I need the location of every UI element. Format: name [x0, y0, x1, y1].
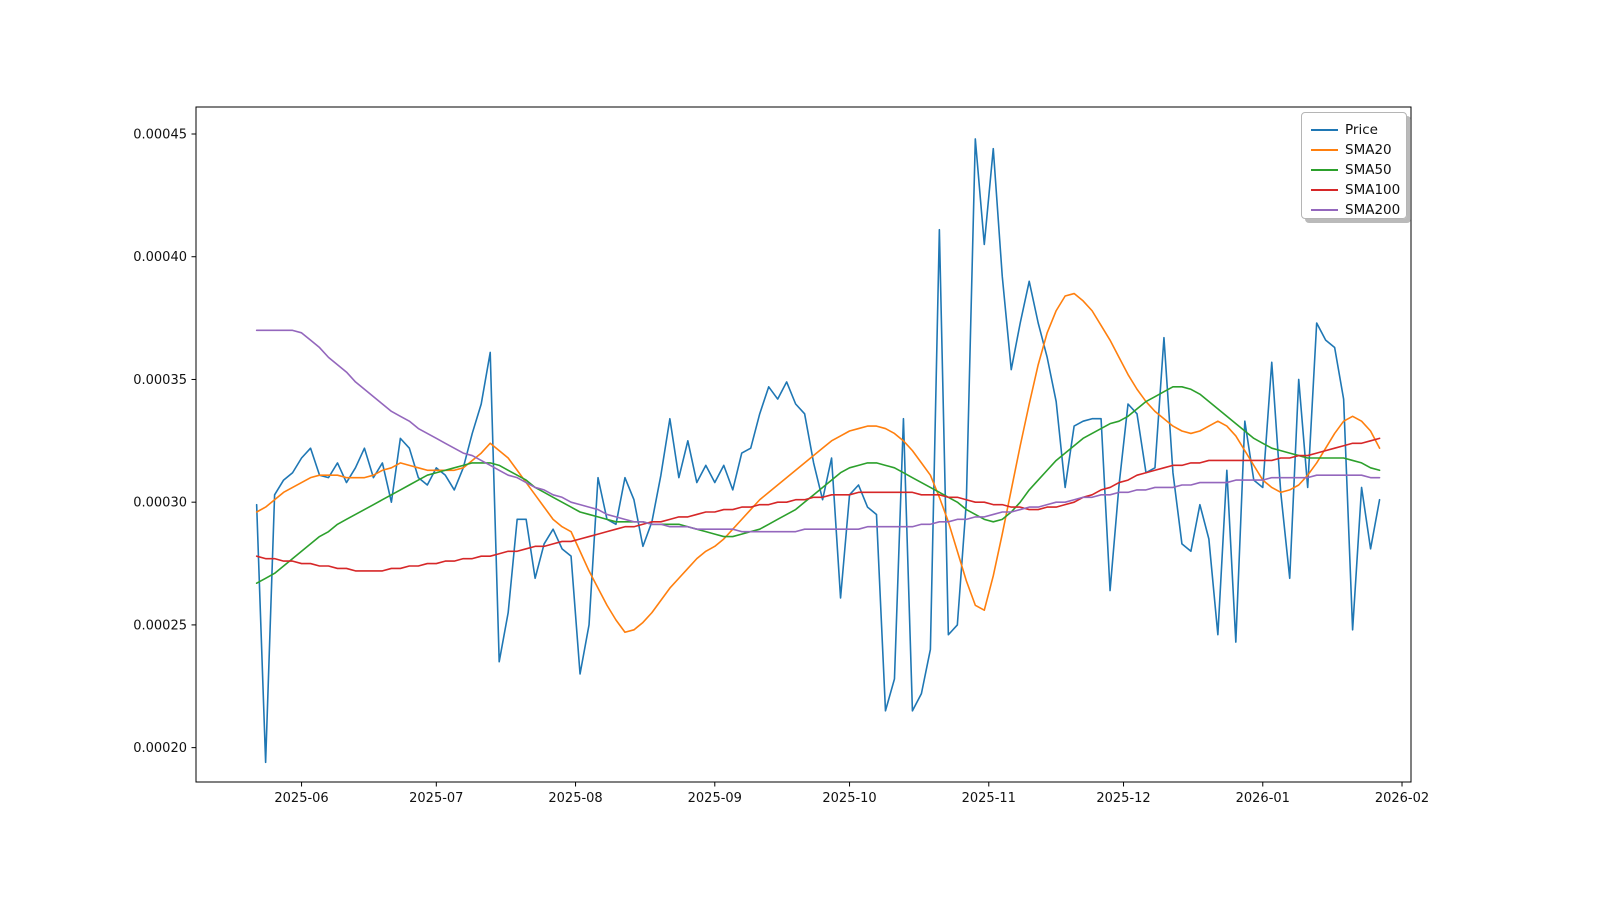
legend: Price SMA20 SMA50 SMA100 SMA200: [1301, 112, 1407, 219]
x-tick-label: 2025-08: [548, 791, 602, 806]
x-tick-label: 2025-09: [688, 791, 742, 806]
x-tick-label: 2026-02: [1375, 791, 1429, 806]
y-tick-label: 0.00030: [133, 496, 187, 511]
legend-line-swatch: [1311, 209, 1338, 211]
sma50-line: [255, 386, 1381, 584]
legend-item-sma50: SMA50: [1311, 160, 1396, 180]
sma100-line: [255, 437, 1381, 572]
legend-item-price: Price: [1311, 120, 1396, 140]
y-tick-label: 0.00040: [133, 250, 187, 265]
x-tick-label: 2025-12: [1096, 791, 1150, 806]
sma200-line: [255, 329, 1381, 533]
legend-label: SMA20: [1345, 142, 1392, 158]
legend-line-swatch: [1311, 189, 1338, 191]
x-tick-label: 2026-01: [1236, 791, 1290, 806]
x-tick-label: 2025-06: [274, 791, 328, 806]
y-tick-label: 0.00020: [133, 741, 187, 756]
legend-item-sma100: SMA100: [1311, 180, 1400, 200]
x-tick-label: 2025-07: [409, 791, 463, 806]
axes-frame: [195, 106, 1412, 783]
legend-item-sma200: SMA200: [1311, 200, 1400, 220]
y-tick-label: 0.00035: [133, 373, 187, 388]
legend-label: SMA50: [1345, 162, 1392, 178]
legend-line-swatch: [1311, 169, 1338, 171]
legend-line-swatch: [1311, 149, 1338, 151]
x-tick-label: 2025-11: [962, 791, 1016, 806]
price-line: [255, 138, 1381, 764]
legend-line-swatch: [1311, 129, 1338, 131]
legend-label: Price: [1345, 122, 1378, 138]
legend-label: SMA100: [1345, 182, 1401, 198]
y-tick-label: 0.00025: [133, 618, 187, 633]
y-tick-label: 0.00045: [133, 128, 187, 143]
x-tick-label: 2025-10: [822, 791, 876, 806]
legend-label: SMA200: [1345, 202, 1401, 218]
legend-item-sma20: SMA20: [1311, 140, 1396, 160]
